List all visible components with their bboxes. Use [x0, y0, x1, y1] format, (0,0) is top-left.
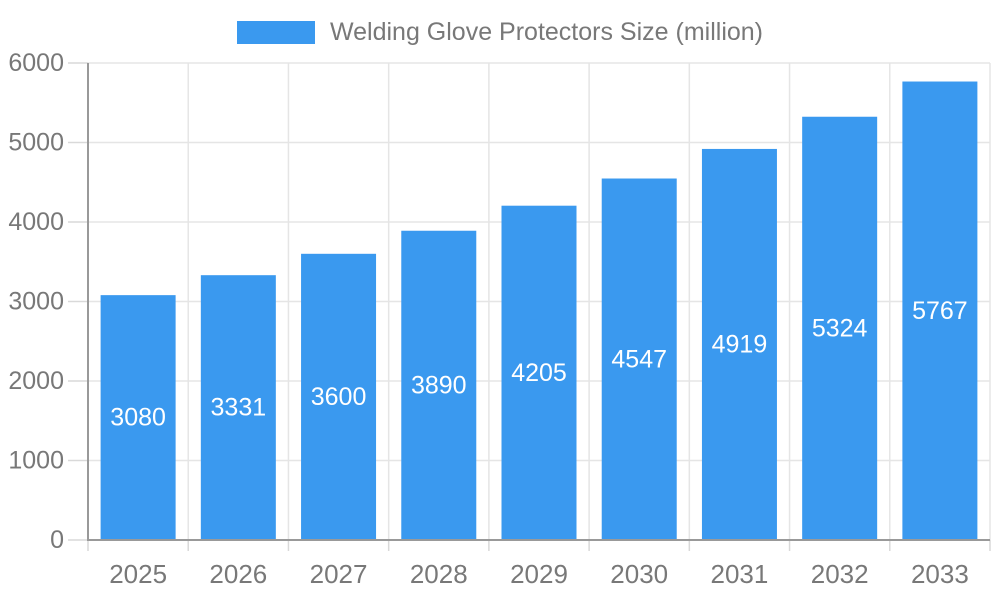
bar-value-label: 5324: [812, 314, 868, 342]
legend-swatch-icon: [236, 20, 315, 44]
x-tick-label: 2026: [209, 559, 267, 589]
bar-value-label: 4547: [611, 345, 667, 373]
bar[interactable]: [200, 275, 276, 540]
bar-value-label: 3080: [110, 404, 166, 432]
x-tick-label: 2027: [310, 559, 368, 589]
bar-value-label: 3890: [411, 371, 467, 399]
y-tick-label: 0: [50, 526, 64, 554]
y-tick-label: 2000: [8, 367, 64, 395]
bar-value-label: 4205: [511, 359, 567, 387]
bar[interactable]: [701, 148, 777, 540]
x-tick-label: 2033: [911, 559, 969, 589]
y-tick-label: 6000: [8, 49, 64, 77]
bar[interactable]: [401, 230, 477, 540]
x-tick-label: 2031: [711, 559, 769, 589]
x-tick-label: 2028: [410, 559, 468, 589]
bar[interactable]: [802, 116, 878, 540]
y-tick-label: 1000: [8, 447, 64, 475]
x-tick-label: 2032: [811, 559, 869, 589]
bar-value-label: 3331: [211, 394, 267, 422]
x-tick-label: 2025: [109, 559, 167, 589]
bar[interactable]: [601, 178, 677, 541]
legend-item[interactable]: Welding Glove Protectors Size (million): [0, 17, 1000, 47]
bar[interactable]: [100, 295, 176, 540]
x-tick-label: 2029: [510, 559, 568, 589]
y-tick-label: 5000: [8, 129, 64, 157]
bar-value-label: 4919: [712, 330, 768, 358]
bar-value-label: 5767: [912, 297, 968, 325]
bar-value-label: 3600: [311, 383, 367, 411]
y-tick-label: 4000: [8, 208, 64, 236]
x-tick-label: 2030: [610, 559, 668, 589]
bar[interactable]: [501, 205, 577, 540]
y-tick-label: 3000: [8, 288, 64, 316]
bar[interactable]: [902, 81, 978, 540]
legend-label: Welding Glove Protectors Size (million): [329, 17, 764, 46]
bar[interactable]: [301, 253, 377, 541]
